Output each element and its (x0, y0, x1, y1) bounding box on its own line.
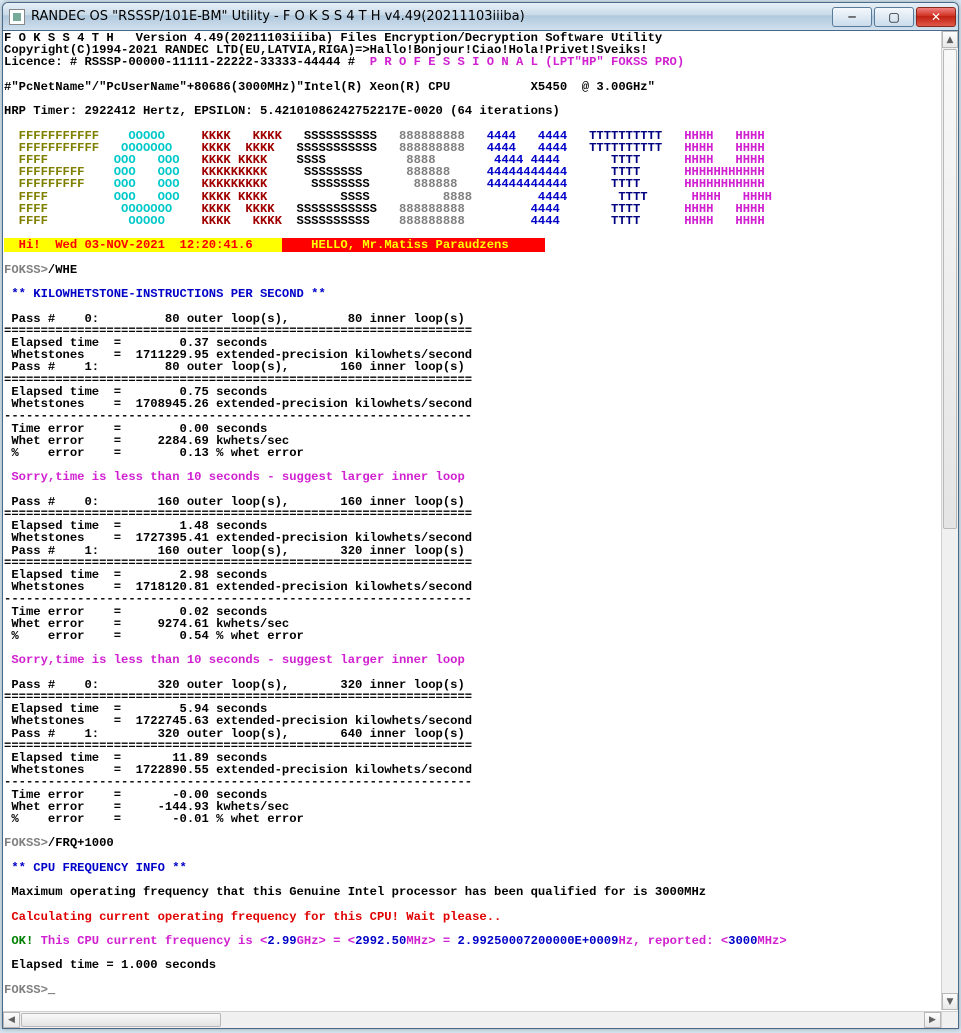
window-title: RANDEC OS "RSSSP/101E-BM" Utility - F O … (31, 9, 832, 24)
ok-label: OK! (4, 934, 33, 948)
freq-text: , reported: < (633, 934, 728, 948)
freq-unit: GHz (297, 934, 319, 948)
warning-line: Sorry,time is less than 10 seconds - sug… (4, 470, 465, 484)
freq-value: 2.99250007200000E+0009 (458, 934, 619, 948)
close-button[interactable]: ✕ (916, 7, 956, 27)
freq-value: 2.99 (267, 934, 296, 948)
scrollbar-corner (941, 1011, 958, 1028)
scroll-thumb[interactable] (21, 1013, 221, 1027)
freq-unit: MHz (757, 934, 779, 948)
application-window: RANDEC OS "RSSSP/101E-BM" Utility - F O … (2, 2, 959, 1029)
header-line: HRP Timer: 2922412 Hertz, EPSILON: 5.421… (4, 104, 560, 118)
greeting-right: HELLO, Mr.Matiss Paraudzens (282, 238, 545, 252)
greeting-left: Hi! Wed 03-NOV-2021 12:20:41.6 (4, 238, 282, 252)
scroll-up-button[interactable]: ▲ (942, 31, 958, 48)
output-line: Maximum operating frequency that this Ge… (4, 885, 706, 899)
output-line: % error = 0.54 % whet error (4, 629, 304, 643)
maximize-button[interactable]: ▢ (874, 7, 914, 27)
freq-value: 2992.50 (355, 934, 406, 948)
prompt: FOKSS> (4, 983, 48, 997)
horizontal-scrollbar[interactable]: ◀ ▶ (3, 1011, 941, 1028)
licence-edition: P R O F E S S I O N A L (LPT"HP" FOKSS P… (370, 55, 685, 69)
window-controls: ─ ▢ ✕ (832, 7, 956, 27)
freq-value: 3000 (728, 934, 757, 948)
output-line: Elapsed time = 1.000 seconds (4, 958, 216, 972)
prompt: FOKSS> (4, 836, 48, 850)
prompt: FOKSS> (4, 263, 48, 277)
freq-text: > (779, 934, 786, 948)
freq-text: This CPU current frequency is < (33, 934, 267, 948)
output-line: % error = -0.01 % whet error (4, 812, 304, 826)
vertical-scrollbar[interactable]: ▲ ▼ (941, 31, 958, 1010)
output-line: % error = 0.13 % whet error (4, 446, 304, 460)
titlebar[interactable]: RANDEC OS "RSSSP/101E-BM" Utility - F O … (3, 3, 958, 31)
terminal-viewport[interactable]: F O K S S 4 T H Version 4.49(20211103iii… (3, 31, 940, 1010)
cursor: _ (48, 983, 55, 997)
section-title: ** KILOWHETSTONE-INSTRUCTIONS PER SECOND… (4, 287, 326, 301)
command: /FRQ+1000 (48, 836, 114, 850)
freq-unit: Hz (618, 934, 633, 948)
freq-text: > = (428, 934, 457, 948)
section-title: ** CPU FREQUENCY INFO ** (4, 861, 187, 875)
scroll-thumb[interactable] (943, 49, 957, 529)
scroll-down-button[interactable]: ▼ (942, 993, 958, 1010)
freq-unit: MHz (406, 934, 428, 948)
terminal-output: F O K S S 4 T H Version 4.49(20211103iii… (4, 32, 940, 996)
app-icon (9, 9, 25, 25)
warning-line: Sorry,time is less than 10 seconds - sug… (4, 653, 465, 667)
header-line: #"PcNetName"/"PcUserName"+80686(3000MHz)… (4, 80, 655, 94)
minimize-button[interactable]: ─ (832, 7, 872, 27)
scroll-left-button[interactable]: ◀ (3, 1012, 20, 1028)
freq-text: > = < (319, 934, 356, 948)
scroll-right-button[interactable]: ▶ (924, 1012, 941, 1028)
header-line: Licence: # RSSSP-00000-11111-22222-33333… (4, 55, 370, 69)
status-line: Calculating current operating frequency … (4, 910, 501, 924)
command: /WHE (48, 263, 77, 277)
client-area: F O K S S 4 T H Version 4.49(20211103iii… (3, 31, 958, 1028)
